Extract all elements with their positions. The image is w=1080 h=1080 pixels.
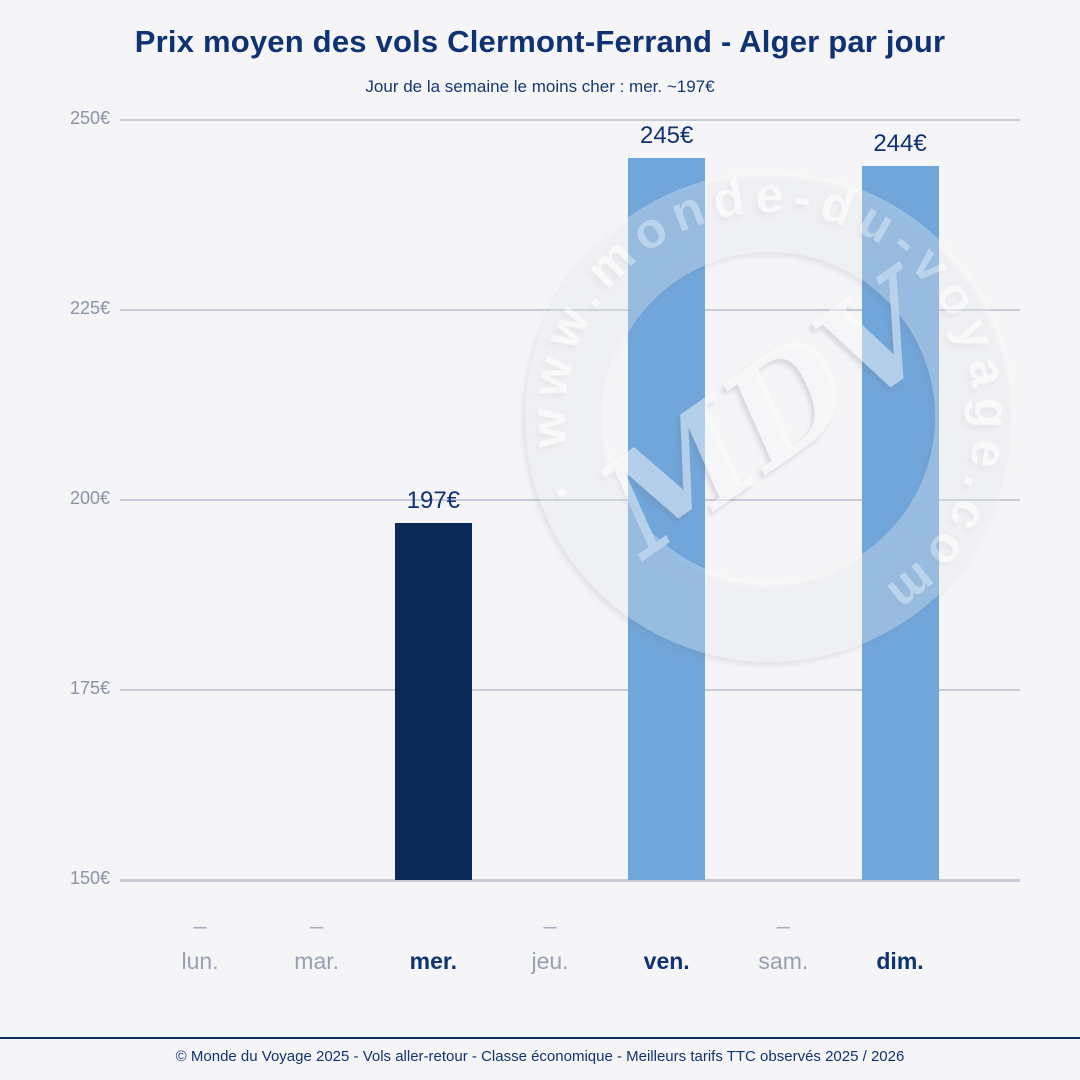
y-axis-label: 225€ (69, 298, 110, 318)
x-axis-label: lun. (181, 948, 219, 974)
gridline (120, 499, 1020, 501)
gridline (120, 119, 1020, 121)
no-data-marker: – (776, 913, 791, 940)
y-axis-label: 200€ (69, 488, 110, 508)
y-axis-label: 250€ (69, 108, 110, 128)
bar-value-label: 245€ (639, 122, 694, 149)
y-axis-label: 150€ (69, 868, 110, 888)
chart-subtitle: Jour de la semaine le moins cher : mer. … (365, 77, 715, 96)
bar-value-label: 244€ (873, 129, 927, 157)
gridline (120, 309, 1020, 311)
gridline (120, 689, 1020, 691)
x-axis-label: sam. (758, 948, 809, 974)
no-data-marker: – (309, 913, 324, 940)
gridline (120, 879, 1020, 882)
x-axis-label: jeu. (531, 948, 569, 974)
footer-divider (0, 1037, 1080, 1039)
bar (861, 165, 939, 880)
no-data-marker: – (193, 913, 207, 940)
svg-text:· www.monde-du-voyage.com: · www.monde-du-voyage.com (505, 152, 1035, 682)
watermark-ring (525, 172, 1015, 662)
x-axis-label: mar. (294, 948, 340, 974)
x-axis-label: ven. (643, 948, 690, 974)
bar-value-label: 197€ (406, 486, 461, 514)
watermark-ring-text: · www.monde-du-voyage.com (505, 152, 1035, 682)
page-title: Prix moyen des vols Clermont-Ferrand - A… (134, 24, 946, 59)
x-axis-label: mer. (409, 948, 457, 974)
watermark-stamp: · www.monde-du-voyage.com MDV (505, 152, 1035, 682)
no-data-marker: – (543, 913, 557, 940)
bar (394, 522, 472, 880)
x-axis-label: dim. (876, 948, 924, 974)
y-axis-label: 175€ (69, 678, 110, 698)
footer-text: © Monde du Voyage 2025 - Vols aller-reto… (175, 1048, 905, 1065)
bar (628, 158, 706, 880)
